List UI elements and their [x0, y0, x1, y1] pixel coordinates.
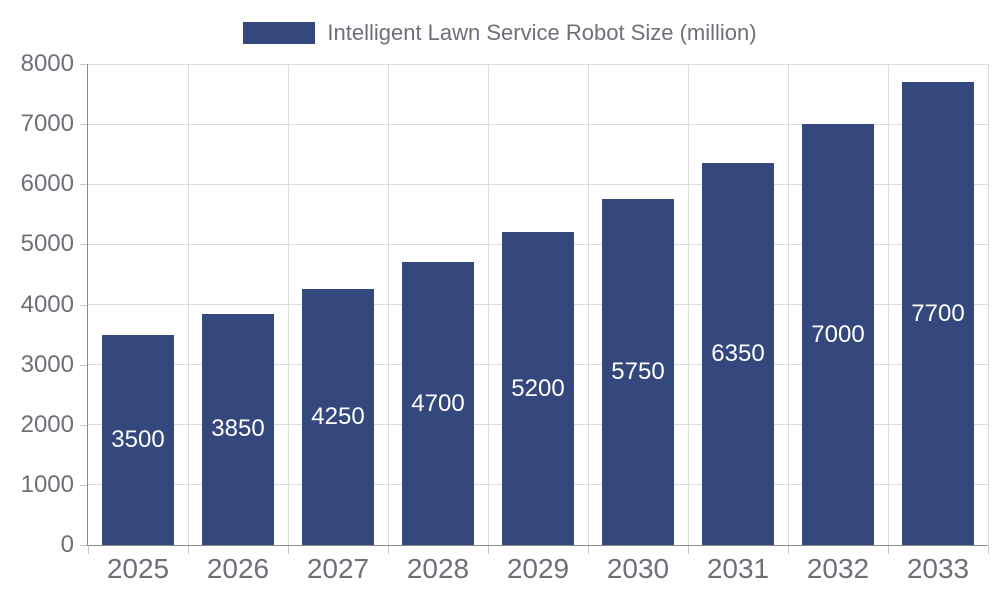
x-axis-label: 2029	[506, 553, 570, 584]
bar-2033[interactable]: 7700	[902, 82, 974, 545]
gridline-vertical	[787, 64, 789, 545]
gridline-horizontal	[88, 183, 988, 185]
y-axis-label: 6000	[20, 170, 74, 198]
legend-swatch	[243, 22, 316, 44]
y-axis-label: 1000	[20, 470, 74, 498]
bar-value-label: 4250	[311, 403, 365, 431]
gridline-horizontal	[88, 123, 988, 125]
gridline-vertical	[887, 64, 889, 545]
bar-2025[interactable]: 3500	[102, 334, 174, 545]
x-axis-tick	[287, 546, 289, 554]
x-axis-label: 2026	[206, 553, 270, 584]
y-axis-tick	[80, 64, 88, 65]
gridline-vertical	[487, 64, 489, 545]
gridline-vertical	[187, 64, 189, 545]
bar-value-label: 3850	[211, 415, 265, 443]
y-axis-tick	[80, 184, 88, 186]
y-axis-label: 0	[60, 531, 74, 558]
x-axis-tick	[787, 546, 789, 554]
y-axis-label: 7000	[20, 110, 74, 138]
y-axis-tick	[80, 124, 88, 126]
legend-label: Intelligent Lawn Service Robot Size (mil…	[327, 20, 757, 45]
y-axis-label: 2000	[20, 410, 74, 438]
x-axis-tick	[687, 546, 689, 554]
x-axis-tick	[187, 546, 189, 554]
y-axis-tick	[80, 364, 88, 366]
y-axis-label: 3000	[20, 350, 74, 378]
bar-2026[interactable]: 3850	[202, 313, 274, 545]
y-axis-label: 5000	[20, 230, 74, 258]
x-axis-label: 2033	[906, 553, 970, 584]
x-axis-label: 2032	[806, 553, 870, 584]
y-axis-tick	[80, 304, 88, 306]
bar-2032[interactable]: 7000	[802, 124, 874, 545]
gridline-vertical	[587, 64, 589, 545]
gridline-vertical	[987, 64, 989, 545]
bar-value-label: 3500	[111, 425, 165, 453]
x-axis-label: 2027	[306, 553, 370, 584]
bar-value-label: 7000	[811, 320, 865, 348]
gridline-vertical	[687, 64, 689, 545]
bar-2028[interactable]: 4700	[402, 262, 474, 545]
y-axis-tick	[80, 424, 88, 426]
x-axis-label: 2028	[406, 553, 470, 584]
bar-2027[interactable]: 4250	[302, 289, 374, 545]
x-axis-tick	[887, 546, 889, 554]
gridline-horizontal	[88, 63, 988, 65]
bar-value-label: 7700	[911, 299, 965, 327]
x-axis-label: 2025	[106, 553, 170, 584]
bar-2030[interactable]: 5750	[602, 199, 674, 545]
legend[interactable]: Intelligent Lawn Service Robot Size (mil…	[0, 20, 1000, 46]
x-axis-tick	[87, 546, 89, 554]
x-axis-tick	[387, 546, 389, 554]
bar-2029[interactable]: 5200	[502, 232, 574, 545]
x-axis-line	[87, 545, 988, 546]
bar-value-label: 5200	[511, 374, 565, 402]
y-axis-tick	[80, 244, 88, 246]
x-axis-label: 2030	[606, 553, 670, 584]
bar-value-label: 4700	[411, 389, 465, 417]
bar-value-label: 6350	[711, 340, 765, 368]
x-axis-tick	[487, 546, 489, 554]
y-axis-line	[87, 64, 88, 545]
gridline-vertical	[387, 64, 389, 545]
x-axis-tick	[587, 546, 589, 554]
x-axis-tick	[987, 546, 989, 554]
plot-area: 3500 3850 4250 4700 5200 5750 6350 7000 7700	[88, 63, 989, 545]
bar-value-label: 5750	[611, 358, 665, 386]
x-axis-label: 2031	[706, 553, 770, 584]
y-axis-tick	[80, 545, 88, 546]
gridline-vertical	[287, 64, 289, 545]
y-axis-label: 8000	[20, 50, 74, 77]
y-axis-tick	[80, 484, 88, 486]
y-axis-label: 4000	[20, 290, 74, 318]
bar-2031[interactable]: 6350	[702, 163, 774, 545]
